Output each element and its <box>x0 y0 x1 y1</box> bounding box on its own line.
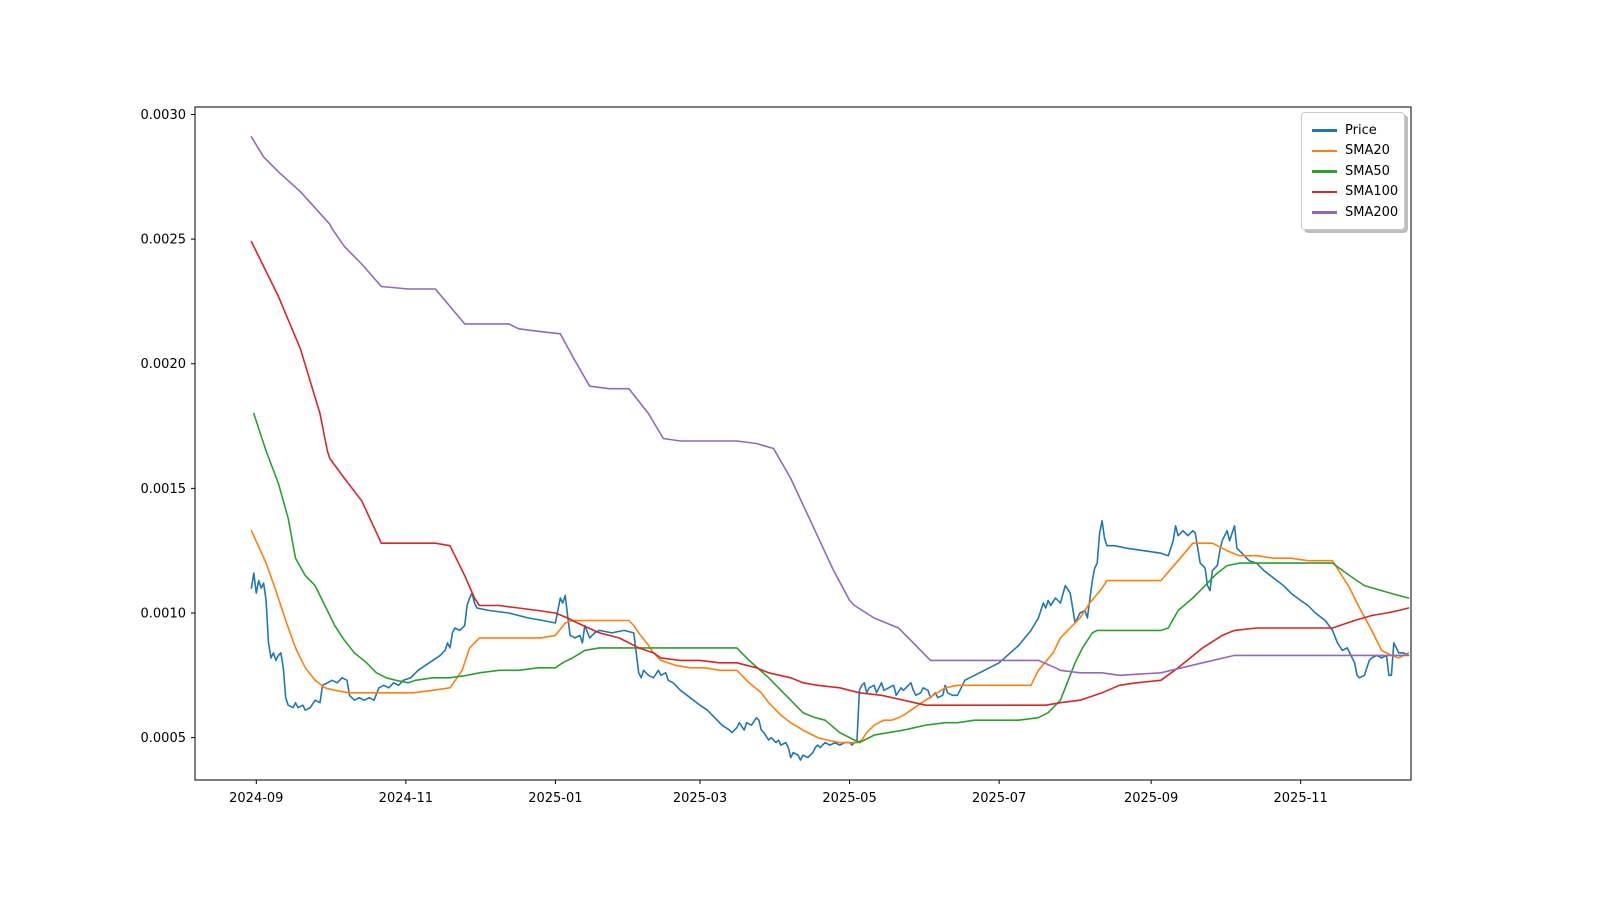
x-tick-label: 2025-03 <box>673 791 727 806</box>
x-tick-label: 2025-09 <box>1124 791 1178 806</box>
x-tick-label: 2025-05 <box>822 791 876 806</box>
series-line-sma50 <box>253 412 1410 744</box>
legend-item-sma200: SMA200 <box>1312 202 1398 223</box>
legend-label: SMA100 <box>1345 184 1399 200</box>
series-line-price <box>250 519 1410 761</box>
y-tick-label: 0.0020 <box>141 357 187 372</box>
y-tick-label: 0.0005 <box>141 731 187 746</box>
y-tick-label: 0.0025 <box>141 233 187 248</box>
legend-item-sma20: SMA20 <box>1312 141 1394 162</box>
series-line-sma200 <box>250 136 1410 677</box>
legend-label: SMA50 <box>1345 163 1390 179</box>
legend-swatch-sma20 <box>1312 149 1337 152</box>
y-tick-label: 0.0010 <box>141 606 187 621</box>
legend-swatch-sma100 <box>1312 190 1337 193</box>
y-tick-label: 0.0030 <box>141 108 187 123</box>
plot-area <box>195 107 1411 780</box>
legend-item-sma100: SMA100 <box>1312 182 1398 203</box>
legend-item-price: Price <box>1312 120 1394 141</box>
legend-item-sma50: SMA50 <box>1312 161 1394 182</box>
axes-frame <box>194 106 1412 781</box>
series-line-sma20 <box>250 529 1410 744</box>
legend-label: SMA200 <box>1345 204 1399 220</box>
legend-label: Price <box>1345 122 1377 138</box>
y-tick-label: 0.0015 <box>141 482 187 497</box>
legend-swatch-price <box>1312 129 1337 132</box>
x-tick-label: 2024-11 <box>379 791 433 806</box>
x-tick-label: 2025-11 <box>1274 791 1328 806</box>
legend-swatch-sma200 <box>1312 211 1337 214</box>
legend-swatch-sma50 <box>1312 170 1337 173</box>
x-tick-label: 2025-01 <box>528 791 582 806</box>
legend: Price SMA20 SMA50 SMA100 SMA200 <box>1301 112 1405 230</box>
x-tick-label: 2024-09 <box>229 791 283 806</box>
series-line-sma100 <box>250 240 1410 707</box>
x-tick-label: 2025-07 <box>972 791 1026 806</box>
legend-label: SMA20 <box>1345 143 1390 159</box>
